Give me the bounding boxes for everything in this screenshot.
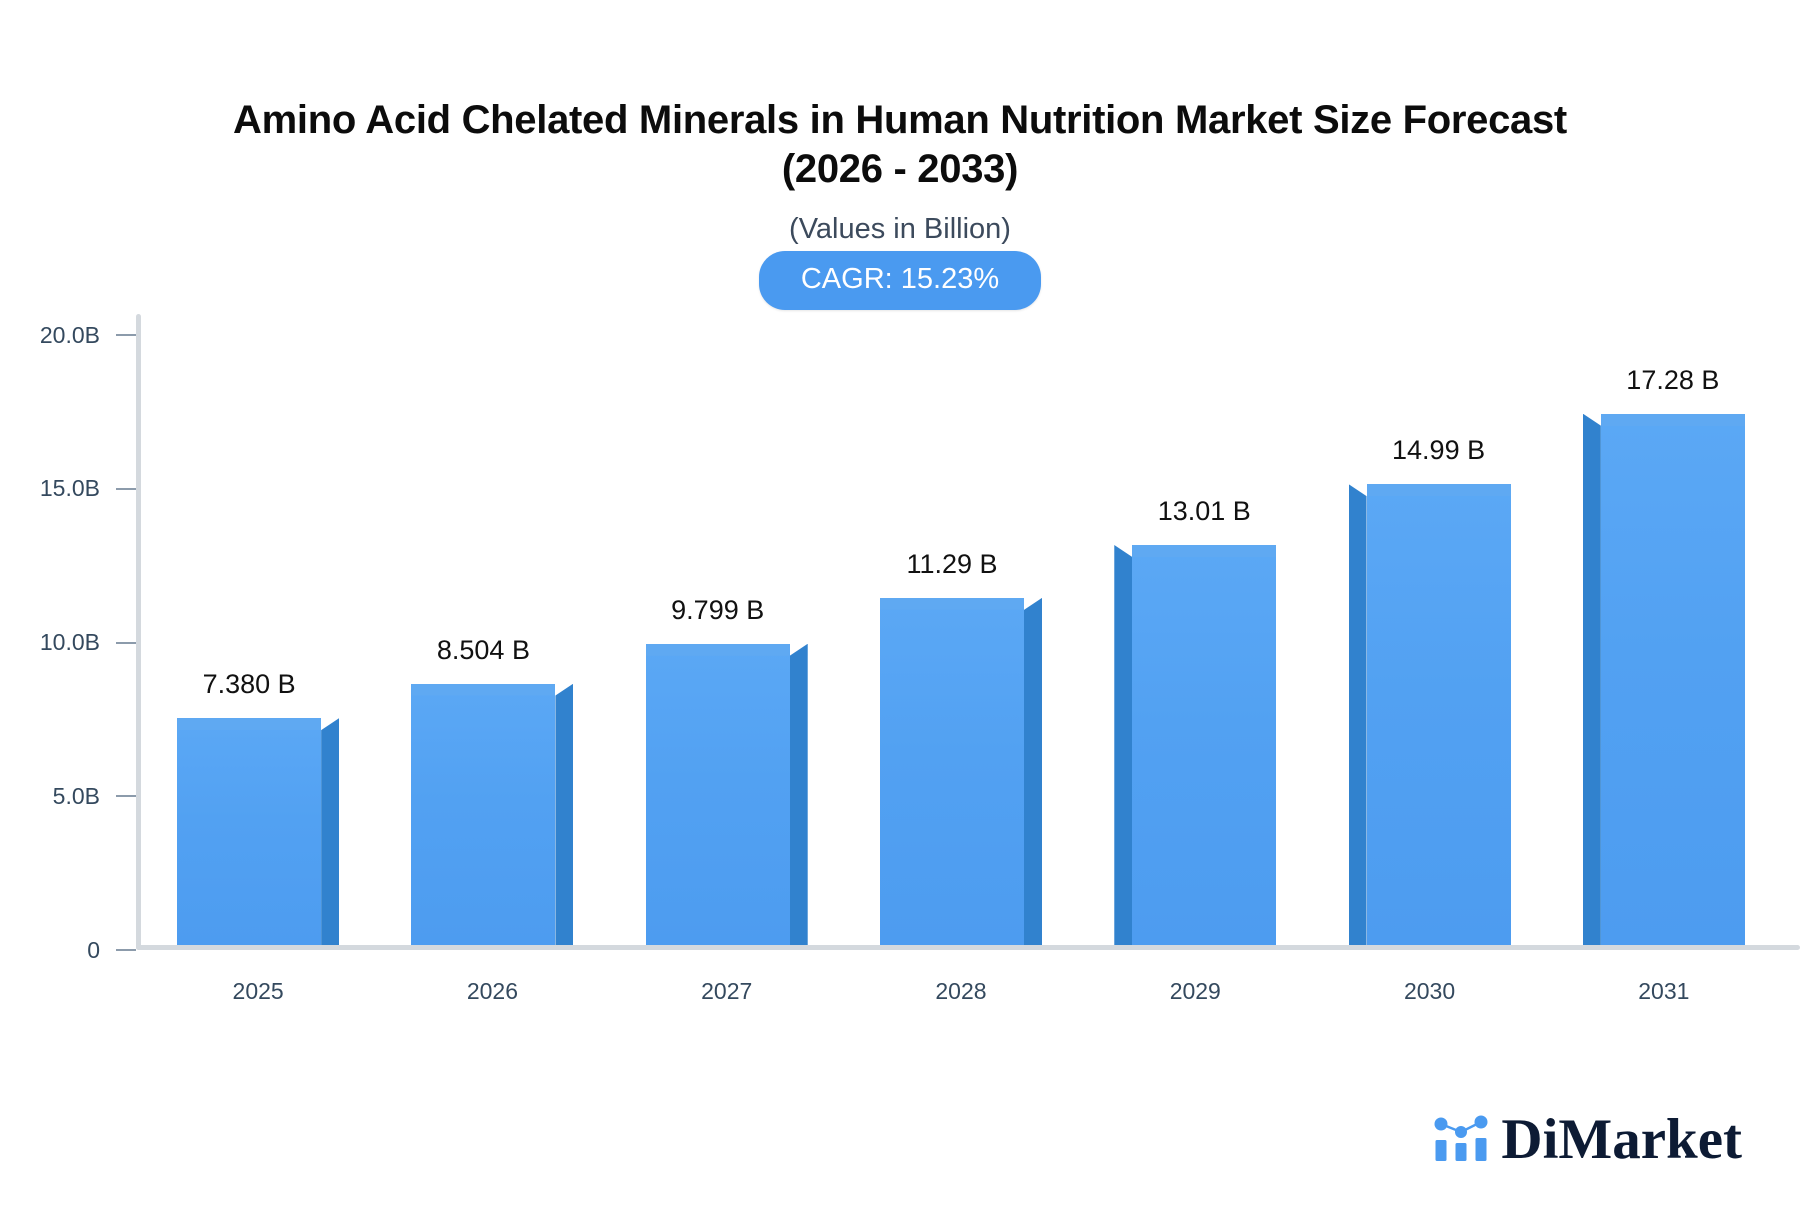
bar-top-face xyxy=(1600,413,1745,426)
y-axis-tick-mark xyxy=(116,487,136,490)
bar-front-face xyxy=(1366,484,1511,945)
bar[interactable] xyxy=(411,683,574,945)
bar-front-face xyxy=(1132,544,1277,945)
chart-title: Amino Acid Chelated Minerals in Human Nu… xyxy=(233,98,1567,191)
bar-top-face xyxy=(880,597,1024,610)
logo-text: DiMarket xyxy=(1501,1108,1742,1171)
bar-side-face xyxy=(1114,544,1133,945)
chart-header: Amino Acid Chelated Minerals in Human Nu… xyxy=(0,96,1800,311)
bar-side-face xyxy=(555,683,574,945)
y-axis-tick-mark xyxy=(116,795,136,798)
bar-value-label: 13.01 B xyxy=(1157,495,1251,526)
bar[interactable] xyxy=(1348,484,1511,945)
bar-side-face xyxy=(789,643,808,945)
y-axis-tick: 5.0B xyxy=(53,783,136,809)
x-axis-tick-label: 2029 xyxy=(1169,978,1221,1004)
bar-group: 9.799 B xyxy=(645,330,808,945)
y-axis-tick: 10.0B xyxy=(40,629,136,655)
y-axis-tick-mark xyxy=(116,949,136,951)
bar-group: 8.504 B xyxy=(411,330,574,945)
bar-value-label: 17.28 B xyxy=(1626,364,1720,395)
bar-series: 7.380 B 8.504 B 9.799 B 11.29 B 13.01 B 14.99… xyxy=(141,330,1781,950)
bar-side-face xyxy=(1582,413,1601,945)
bar-top-face xyxy=(411,683,556,696)
y-axis-tick: 15.0B xyxy=(40,475,136,501)
y-axis-tick-label: 20.0B xyxy=(39,321,100,348)
bar[interactable] xyxy=(177,718,340,945)
bar-group: 14.99 B xyxy=(1348,330,1511,945)
y-axis-tick-mark xyxy=(116,334,136,336)
bar-top-face xyxy=(1366,484,1511,497)
bar-side-face xyxy=(1024,597,1042,945)
bar[interactable] xyxy=(880,597,1042,945)
y-axis-tick-mark xyxy=(116,641,136,644)
bar-front-face xyxy=(880,597,1024,945)
bar-group: 13.01 B xyxy=(1114,330,1277,945)
bar-value-label: 11.29 B xyxy=(906,548,998,579)
bar-group: 7.380 B xyxy=(177,330,340,945)
dimarket-logo: DiMarket xyxy=(1433,1109,1742,1170)
bar-front-face xyxy=(1600,413,1745,945)
y-axis-line xyxy=(136,314,141,950)
y-axis-tick: 0 xyxy=(87,937,136,963)
y-axis: 0 5.0B 10.0B 15.0B 20.0B xyxy=(0,322,136,963)
x-axis-tick-label: 2031 xyxy=(1638,978,1690,1004)
y-axis-tick-label: 10.0B xyxy=(39,629,100,655)
cagr-badge: CAGR: 15.23% xyxy=(758,251,1042,311)
x-axis-tick-label: 2028 xyxy=(935,978,987,1004)
bar-group: 11.29 B xyxy=(880,330,1042,945)
bar-group: 17.28 B xyxy=(1582,330,1745,945)
x-axis-line xyxy=(136,945,1800,950)
bar-chart-icon xyxy=(1433,1109,1489,1170)
bar-value-label: 8.504 B xyxy=(436,634,530,665)
bar[interactable] xyxy=(1582,413,1745,945)
bar[interactable] xyxy=(645,643,808,945)
bar-side-face xyxy=(1348,484,1367,945)
bar-top-face xyxy=(1132,544,1277,557)
plot-area: 0 5.0B 10.0B 15.0B 20.0B 7.380 B 8.504 B 9.799… xyxy=(0,314,1800,963)
y-axis-tick-label: 15.0B xyxy=(39,475,100,502)
y-axis-tick-label: 5.0B xyxy=(52,782,100,809)
bar-top-face xyxy=(645,643,790,656)
bar[interactable] xyxy=(1114,544,1277,945)
bar-top-face xyxy=(177,718,322,731)
x-axis-tick-label: 2027 xyxy=(701,978,753,1004)
x-axis-tick-label: 2025 xyxy=(232,978,284,1004)
bar-side-face xyxy=(321,718,340,945)
bar-front-face xyxy=(411,683,556,945)
bar-front-face xyxy=(645,643,790,945)
chart-subtitle: (Values in Billion) xyxy=(789,212,1011,245)
bar-value-label: 7.380 B xyxy=(202,669,296,700)
x-axis: 2025 2026 2027 2028 2029 2030 2031 xyxy=(141,978,1781,1018)
y-axis-tick-label: 0 xyxy=(87,936,100,963)
bar-front-face xyxy=(177,718,322,945)
y-axis-tick: 20.0B xyxy=(40,322,136,348)
bar-value-label: 9.799 B xyxy=(671,594,765,625)
bar-value-label: 14.99 B xyxy=(1392,435,1486,466)
x-axis-tick-label: 2026 xyxy=(466,978,518,1004)
x-axis-tick-label: 2030 xyxy=(1403,978,1456,1004)
